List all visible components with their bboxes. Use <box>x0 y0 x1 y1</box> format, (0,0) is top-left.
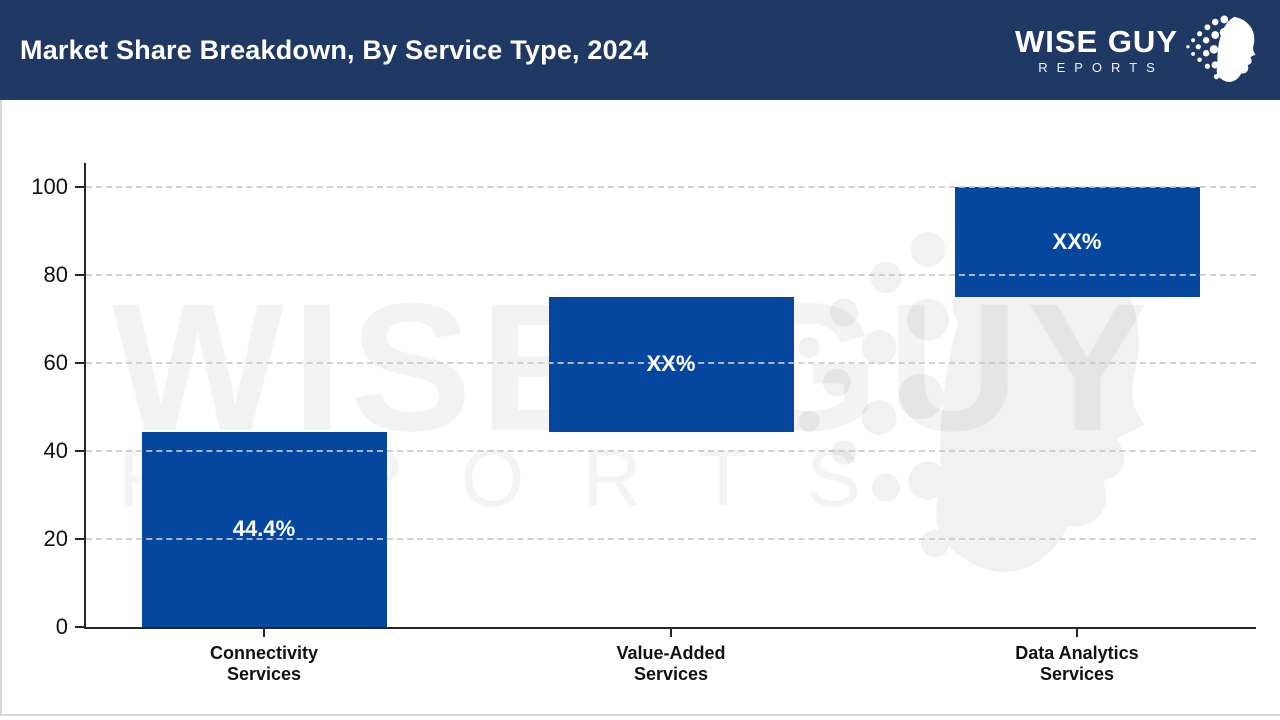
bar-segment <box>548 297 794 432</box>
header-bar: Market Share Breakdown, By Service Type,… <box>0 0 1280 100</box>
x-tick <box>670 629 672 637</box>
x-tick <box>1076 629 1078 637</box>
brand-logo-text: WISE GUY REPORTS <box>1015 26 1178 74</box>
bar-value-label: 44.4% <box>232 516 296 542</box>
y-tick <box>75 538 84 540</box>
page-title: Market Share Breakdown, By Service Type,… <box>20 34 649 65</box>
content-left-border <box>0 100 2 716</box>
x-axis-label: Connectivity Services <box>209 643 319 685</box>
y-tick-label: 20 <box>43 526 68 551</box>
x-axis-line <box>84 627 1256 629</box>
y-tick-label: 60 <box>43 350 68 375</box>
bar-segment <box>954 187 1200 297</box>
x-tick <box>263 629 265 637</box>
y-tick <box>75 186 84 188</box>
y-tick <box>75 626 84 628</box>
y-tick-label: 100 <box>31 174 68 199</box>
y-tick-label: 80 <box>43 262 68 287</box>
y-tick <box>75 450 84 452</box>
brand-subname: REPORTS <box>1038 60 1164 75</box>
y-axis-line <box>84 163 86 629</box>
x-axis-label: Value-Added Services <box>616 643 726 685</box>
dotted-face-profile-icon <box>1186 15 1256 82</box>
y-tick <box>75 362 84 364</box>
x-axis-label: Data Analytics Services <box>1015 643 1139 685</box>
bar-segment <box>141 431 387 627</box>
gridline <box>86 538 1256 540</box>
content-bottom-divider <box>0 714 1280 716</box>
gridline <box>86 450 1256 452</box>
brand-name: WISE GUY <box>1014 24 1178 59</box>
brand-logo: WISE GUY REPORTS <box>1015 5 1262 95</box>
gridline <box>86 274 1256 276</box>
bar-value-label: XX% <box>646 351 696 377</box>
bar-value-label: XX% <box>1052 229 1102 254</box>
y-tick-label: 0 <box>55 614 68 639</box>
chart-area: 0 20 40 60 80 100 44.4% Connectivity Services XX… <box>0 100 1280 716</box>
gridline <box>86 362 1256 364</box>
gridline <box>86 186 1256 188</box>
y-tick <box>75 274 84 276</box>
y-tick-label: 40 <box>43 438 68 463</box>
